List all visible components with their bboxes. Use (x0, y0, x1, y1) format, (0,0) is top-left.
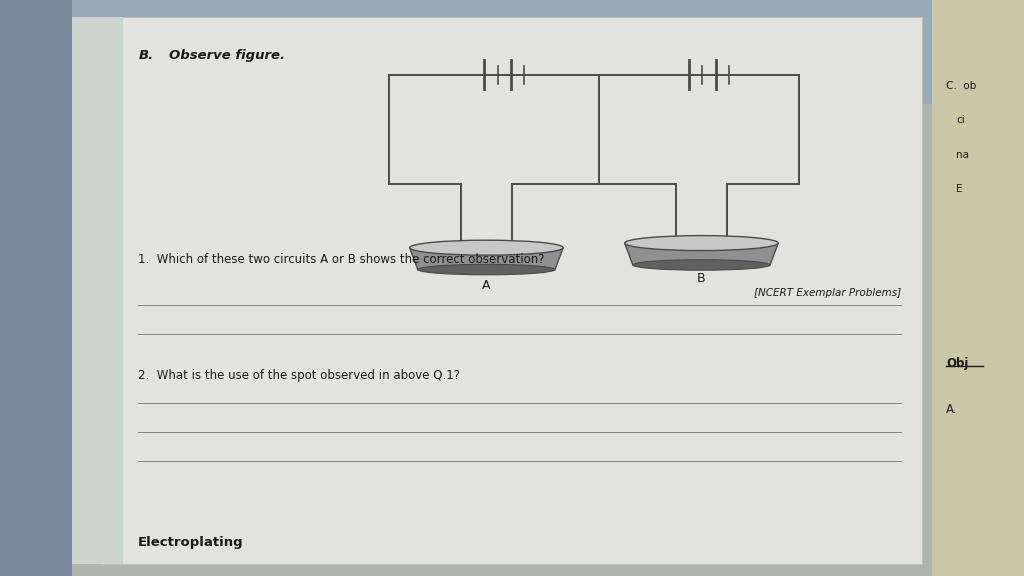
Ellipse shape (410, 240, 563, 255)
Text: B: B (697, 272, 706, 285)
Text: na: na (956, 150, 970, 160)
Polygon shape (410, 248, 563, 270)
Text: A.: A. (946, 403, 957, 416)
Text: 1.  Which of these two circuits A or B shows the correct observation?: 1. Which of these two circuits A or B sh… (138, 253, 545, 267)
Ellipse shape (625, 236, 778, 251)
Text: 2.  What is the use of the spot observed in above Q.1?: 2. What is the use of the spot observed … (138, 369, 460, 382)
Text: B.: B. (138, 49, 154, 62)
Ellipse shape (633, 260, 770, 270)
Ellipse shape (418, 264, 555, 275)
Text: [NCERT Exemplar Problems]: [NCERT Exemplar Problems] (754, 288, 901, 298)
Text: C.  ob: C. ob (946, 81, 977, 90)
Text: Electroplating: Electroplating (138, 536, 244, 549)
Bar (932, 0, 1024, 576)
Text: A: A (482, 279, 490, 293)
Text: Observe figure.: Observe figure. (169, 49, 285, 62)
Bar (0, 104, 1024, 576)
Polygon shape (625, 243, 778, 265)
Text: E: E (956, 184, 963, 194)
Bar (72, 17, 123, 564)
Text: Obj: Obj (946, 357, 969, 370)
Bar (102, 17, 922, 564)
Bar (0, 0, 1024, 104)
Text: ci: ci (956, 115, 966, 125)
Bar (0, 0, 72, 576)
